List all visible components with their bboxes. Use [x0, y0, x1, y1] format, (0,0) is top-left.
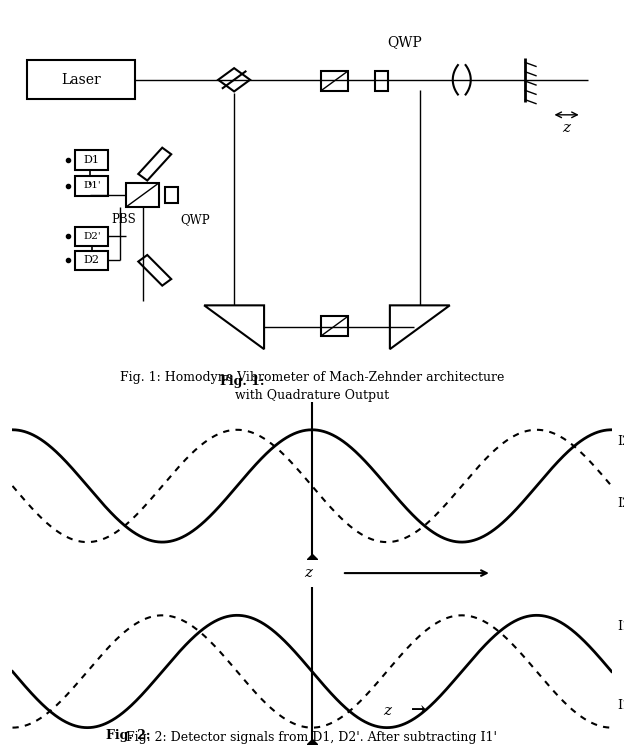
Text: D1': D1' — [83, 181, 100, 190]
Text: I2': I2' — [618, 435, 624, 447]
Polygon shape — [139, 255, 171, 286]
Text: D2': D2' — [83, 232, 100, 241]
Text: z: z — [383, 704, 391, 717]
Text: I1: I1 — [618, 620, 624, 633]
Text: D1: D1 — [84, 155, 100, 165]
Text: QWP: QWP — [180, 214, 210, 226]
Text: Fig. 2:: Fig. 2: — [106, 729, 150, 742]
FancyBboxPatch shape — [76, 250, 109, 270]
FancyBboxPatch shape — [321, 71, 348, 91]
FancyBboxPatch shape — [375, 71, 388, 91]
Text: z: z — [563, 121, 570, 135]
FancyBboxPatch shape — [165, 186, 178, 203]
Text: →: → — [411, 702, 426, 720]
Text: Fig. 1:: Fig. 1: — [220, 375, 265, 388]
FancyBboxPatch shape — [76, 150, 109, 169]
Text: Fig. 1: Homodyne Vibrometer of Mach-Zehnder architecture
with Quadrature Output: Fig. 1: Homodyne Vibrometer of Mach-Zehn… — [120, 371, 504, 402]
FancyBboxPatch shape — [76, 226, 109, 246]
FancyBboxPatch shape — [321, 317, 348, 336]
Text: QWP: QWP — [388, 35, 422, 50]
Text: z: z — [304, 566, 312, 580]
FancyBboxPatch shape — [126, 183, 159, 207]
FancyBboxPatch shape — [27, 60, 135, 99]
FancyBboxPatch shape — [76, 176, 109, 196]
Text: D2: D2 — [84, 256, 100, 265]
Text: I1': I1' — [618, 699, 624, 711]
Text: PBS: PBS — [111, 214, 135, 226]
Text: Laser: Laser — [62, 73, 101, 86]
Text: Fig. 2: Detector signals from D1, D2'. After subtracting I1': Fig. 2: Detector signals from D1, D2'. A… — [127, 732, 497, 744]
Polygon shape — [139, 147, 171, 180]
Text: I2: I2 — [618, 497, 624, 511]
